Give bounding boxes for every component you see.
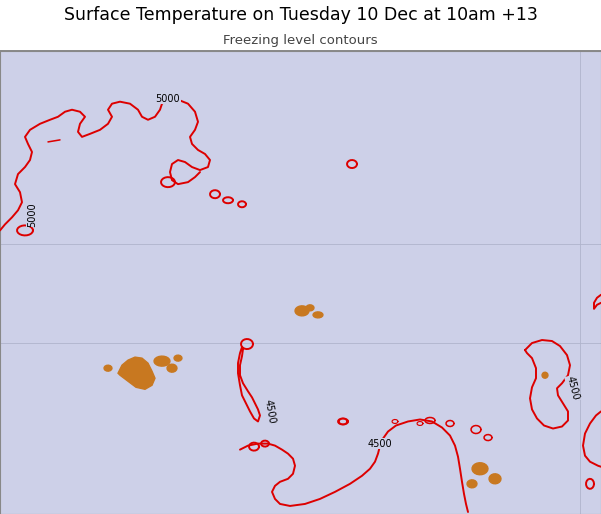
Text: Surface Temperature on Tuesday 10 Dec at 10am +13: Surface Temperature on Tuesday 10 Dec at… [64,6,537,25]
Text: 5000: 5000 [156,94,180,104]
Polygon shape [167,364,177,372]
Polygon shape [306,305,314,311]
Polygon shape [118,357,155,389]
Text: Freezing level contours: Freezing level contours [223,33,378,47]
Polygon shape [174,355,182,361]
Text: 4500: 4500 [565,375,581,401]
Polygon shape [472,463,488,475]
Polygon shape [154,356,170,366]
Text: 4500: 4500 [368,438,392,449]
Text: 5000: 5000 [27,202,37,227]
Polygon shape [467,480,477,488]
Polygon shape [489,474,501,484]
Polygon shape [542,372,548,378]
Polygon shape [104,365,112,371]
Text: 4500: 4500 [263,398,277,425]
Polygon shape [313,312,323,318]
Polygon shape [295,306,309,316]
